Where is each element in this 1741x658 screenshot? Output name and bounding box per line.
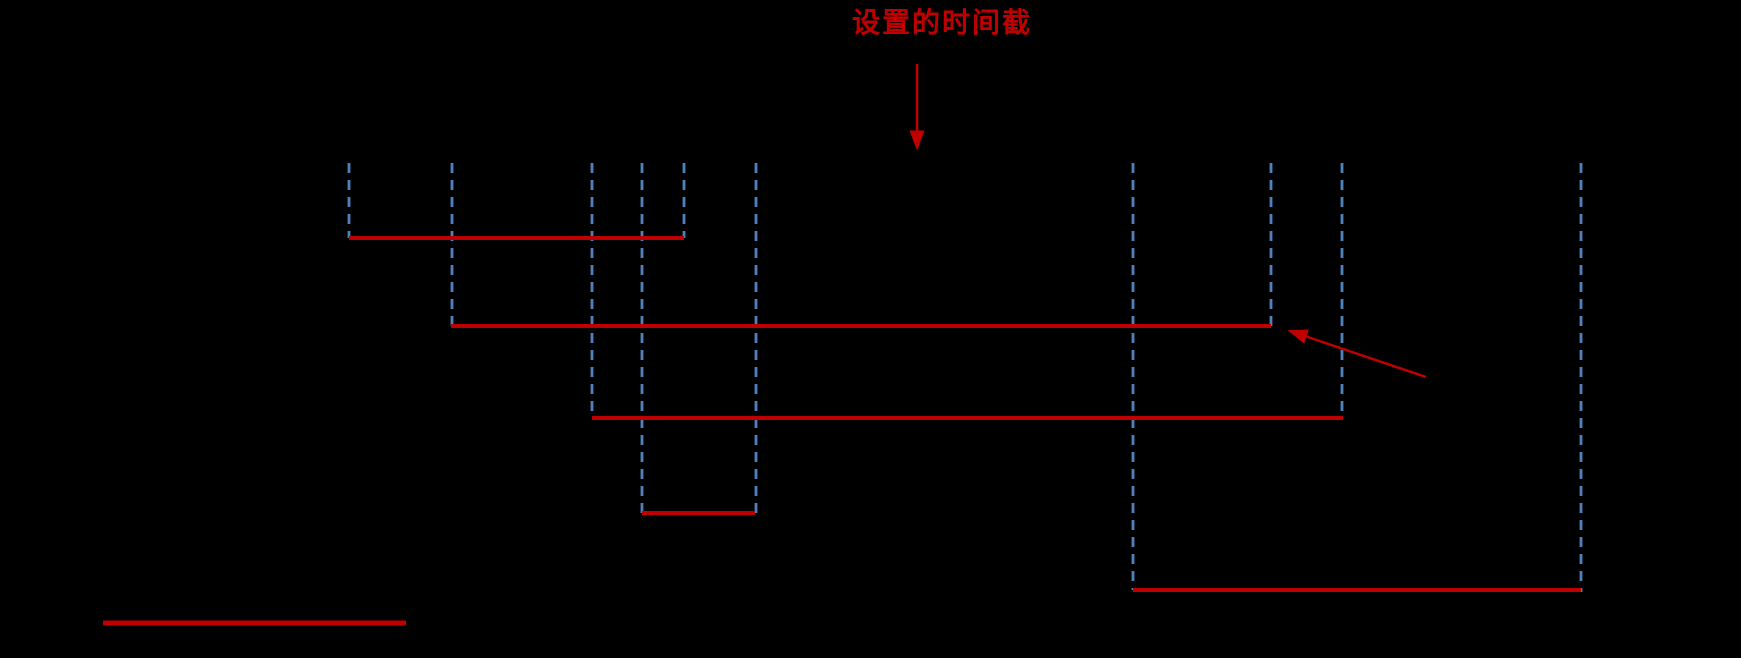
cutoff-title-label: 设置的时间截	[852, 7, 1033, 38]
pointer-arrow	[1287, 329, 1427, 379]
